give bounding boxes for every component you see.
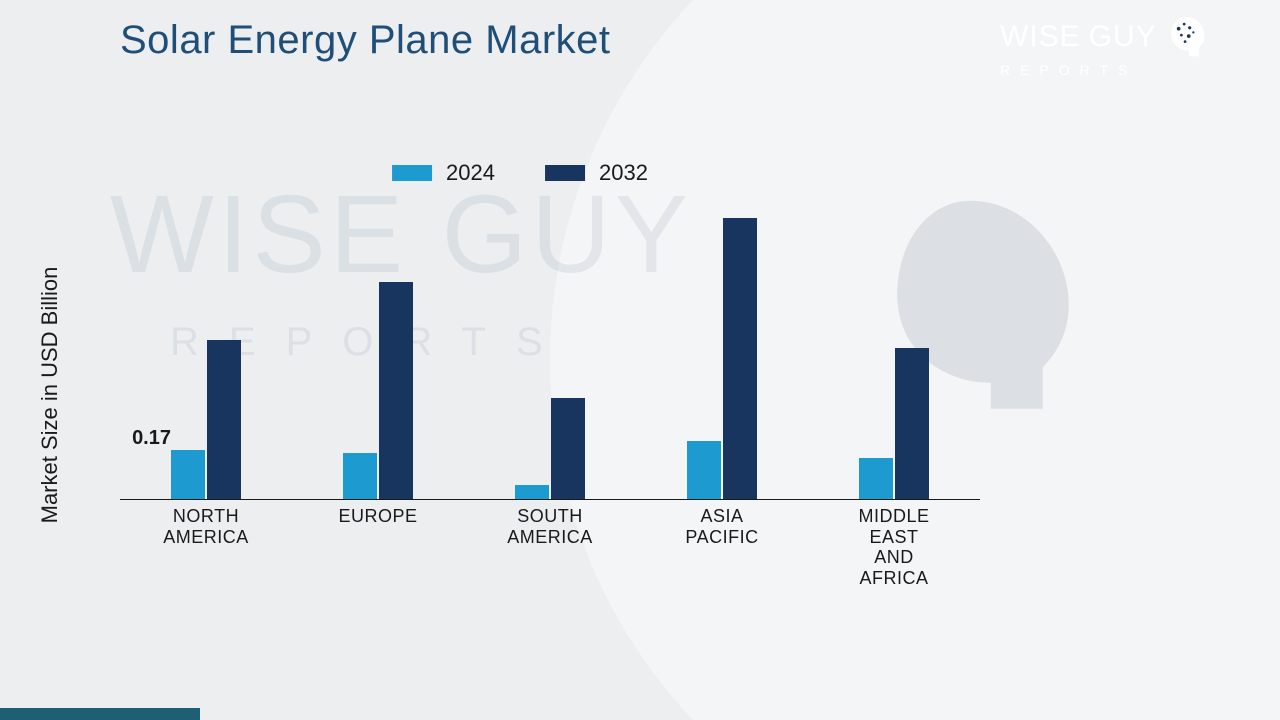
chart-group: MIDDLEEASTANDAFRICA — [808, 210, 980, 600]
bar-2032 — [207, 340, 241, 500]
legend-swatch-2024 — [392, 165, 432, 181]
right-panel — [980, 0, 1280, 720]
bar-pair: 0.17 — [171, 340, 241, 500]
bar-value-label: 0.17 — [132, 427, 171, 450]
chart-ylabel: Market Size in USD Billion — [37, 267, 63, 524]
bar-2032 — [723, 218, 757, 499]
legend-swatch-2032 — [545, 165, 585, 181]
legend-item-2032: 2032 — [545, 160, 648, 186]
brand-line2: REPORTS — [1000, 62, 1250, 78]
brand-word-guy: GUY — [1089, 22, 1157, 52]
category-label: ASIAPACIFIC — [652, 506, 792, 600]
bar-2024: 0.17 — [171, 450, 205, 499]
brand-word-wise: WISE — [1000, 22, 1081, 52]
category-label: EUROPE — [308, 506, 448, 600]
bar-2024 — [515, 485, 549, 500]
bar-2024 — [859, 458, 893, 499]
bar-pair — [343, 282, 413, 500]
chart: Market Size in USD Billion 2024 2032 0.1… — [60, 160, 980, 630]
bar-pair — [687, 218, 757, 499]
chart-group: ASIAPACIFIC — [636, 210, 808, 600]
category-label: NORTHAMERICA — [136, 506, 276, 600]
brand-line1: WISE GUY — [1000, 14, 1250, 60]
chart-group: SOUTHAMERICA — [464, 210, 636, 600]
legend-item-2024: 2024 — [392, 160, 495, 186]
bar-pair — [859, 348, 929, 499]
category-label: SOUTHAMERICA — [480, 506, 620, 600]
chart-plot: 0.17 NORTHAMERICA EUROPE SOUTHAMERICA ASIAPA… — [120, 210, 980, 600]
bar-2032 — [379, 282, 413, 500]
chart-group: EUROPE — [292, 210, 464, 600]
bar-2032 — [895, 348, 929, 499]
chart-legend: 2024 2032 — [392, 160, 648, 186]
legend-label-2032: 2032 — [599, 160, 648, 186]
chart-group: 0.17 NORTHAMERICA — [120, 210, 292, 600]
bar-2024 — [687, 441, 721, 499]
legend-label-2024: 2024 — [446, 160, 495, 186]
brand-logo: WISE GUY REPORTS — [1000, 14, 1250, 94]
bar-2024 — [343, 453, 377, 499]
bar-2032 — [551, 398, 585, 500]
stage: Solar Energy Plane Market WISE GUY REPOR… — [0, 0, 1280, 720]
brand-head-icon — [1163, 14, 1209, 60]
category-label: MIDDLEEASTANDAFRICA — [824, 506, 964, 600]
bar-pair — [515, 398, 585, 500]
page-title: Solar Energy Plane Market — [120, 18, 611, 63]
bottom-accent-bar — [0, 708, 200, 720]
chart-groups: 0.17 NORTHAMERICA EUROPE SOUTHAMERICA ASIAPA… — [120, 210, 980, 600]
